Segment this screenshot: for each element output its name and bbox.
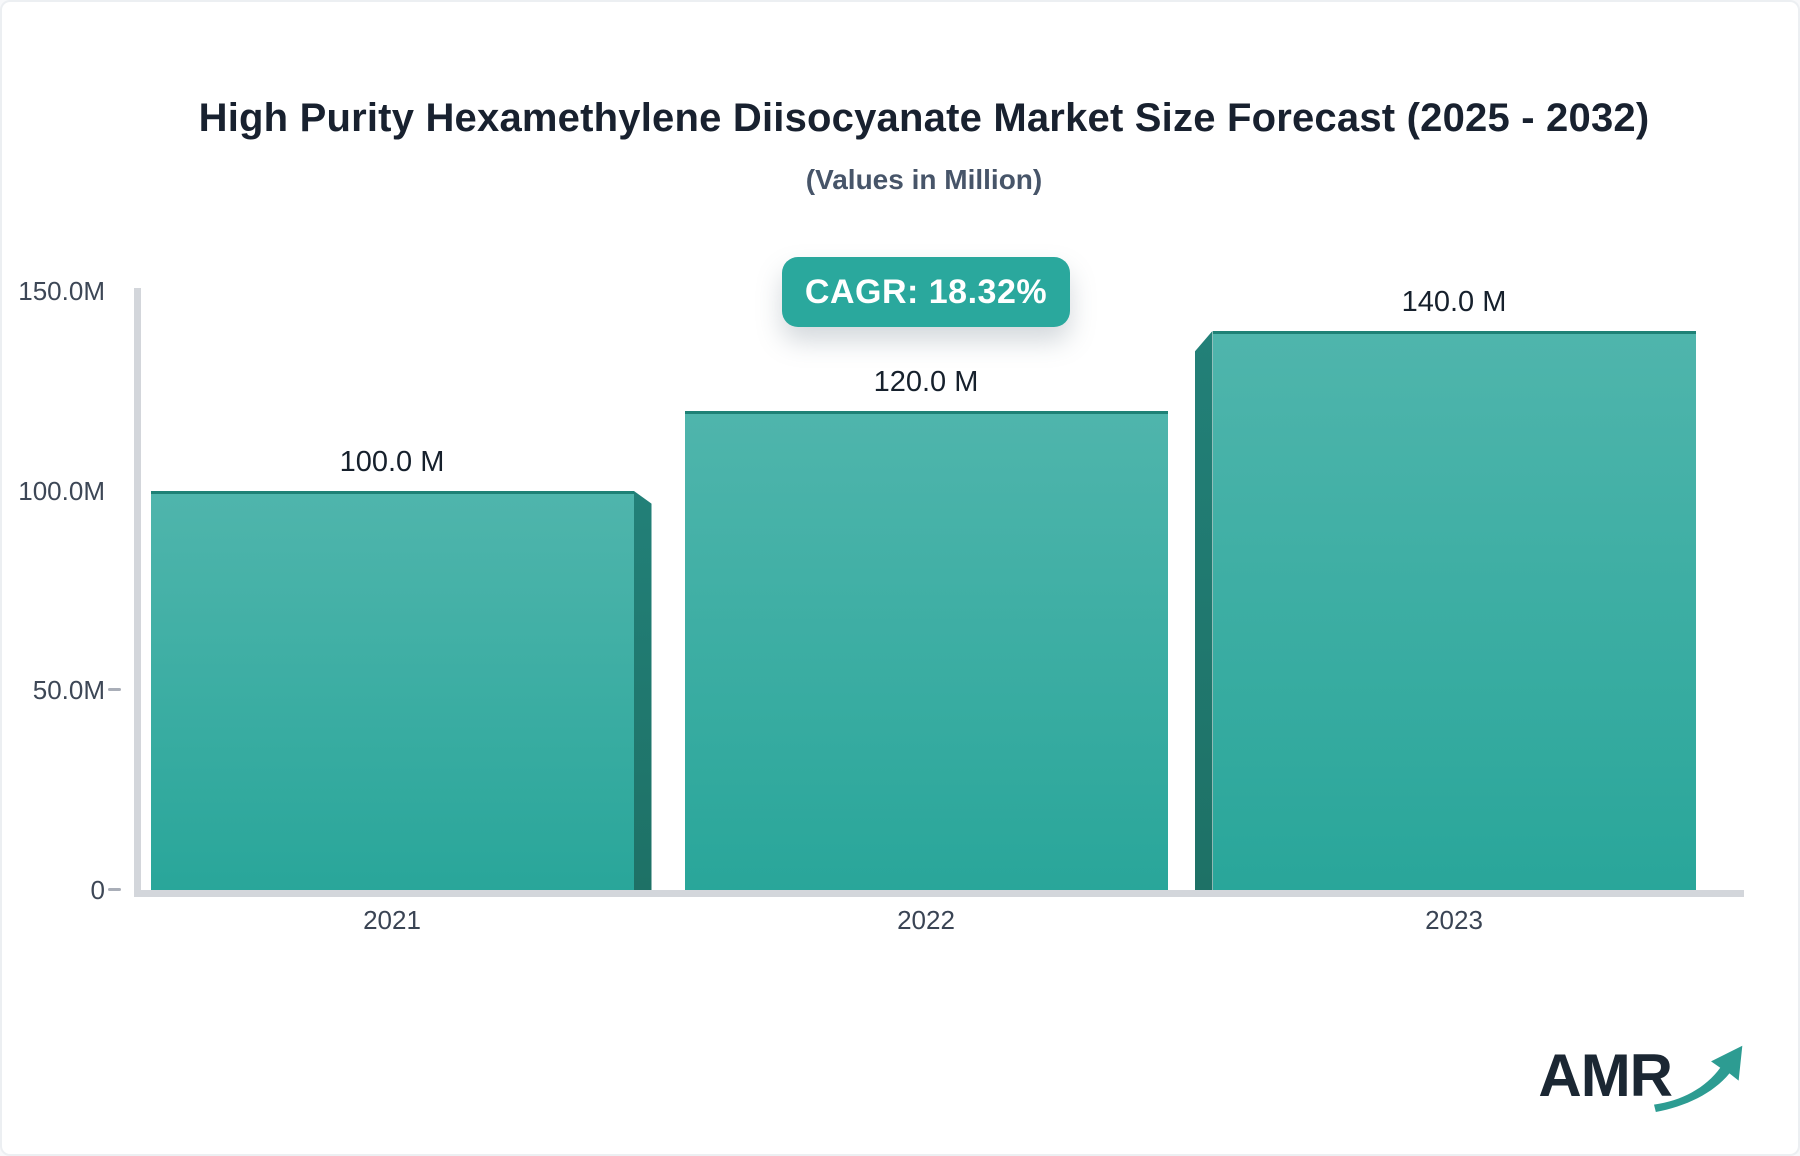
cagr-badge: CAGR: 18.32% [782, 257, 1070, 327]
y-axis-tick-label: 100.0M [18, 475, 105, 506]
y-axis-tick-mark [108, 888, 121, 891]
y-axis-tick-label: 50.0M [32, 675, 105, 706]
bar-3d-side [633, 490, 652, 890]
y-axis-tick-label: 150.0M [18, 276, 105, 306]
y-axis-tick-mark [108, 688, 121, 692]
bar-value-label: 140.0 M [1401, 285, 1507, 318]
amr-logo-text: AMR [1538, 1041, 1673, 1109]
x-axis-category-label: 2022 [897, 905, 955, 935]
bar [1212, 330, 1696, 890]
bar [684, 410, 1168, 890]
y-axis-tick-label: 0 [90, 875, 105, 905]
amr-logo: AMR [1538, 1036, 1746, 1114]
x-axis-category-label: 2021 [363, 905, 421, 935]
growth-arrow-icon [1654, 1045, 1743, 1112]
x-axis-line [134, 890, 1744, 897]
chart-title: High Purity Hexamethylene Diisocyanate M… [198, 96, 1650, 140]
x-axis-category-label: 2023 [1425, 905, 1483, 935]
cagr-badge-label: CAGR: 18.32% [804, 272, 1048, 311]
bar-value-label: 100.0 M [339, 445, 445, 478]
bar-value-label: 120.0 M [873, 365, 979, 398]
bar-3d-side [1194, 330, 1213, 890]
chart-subtitle: (Values in Million) [805, 164, 1043, 195]
bar [150, 490, 634, 890]
y-axis-line [134, 288, 141, 897]
